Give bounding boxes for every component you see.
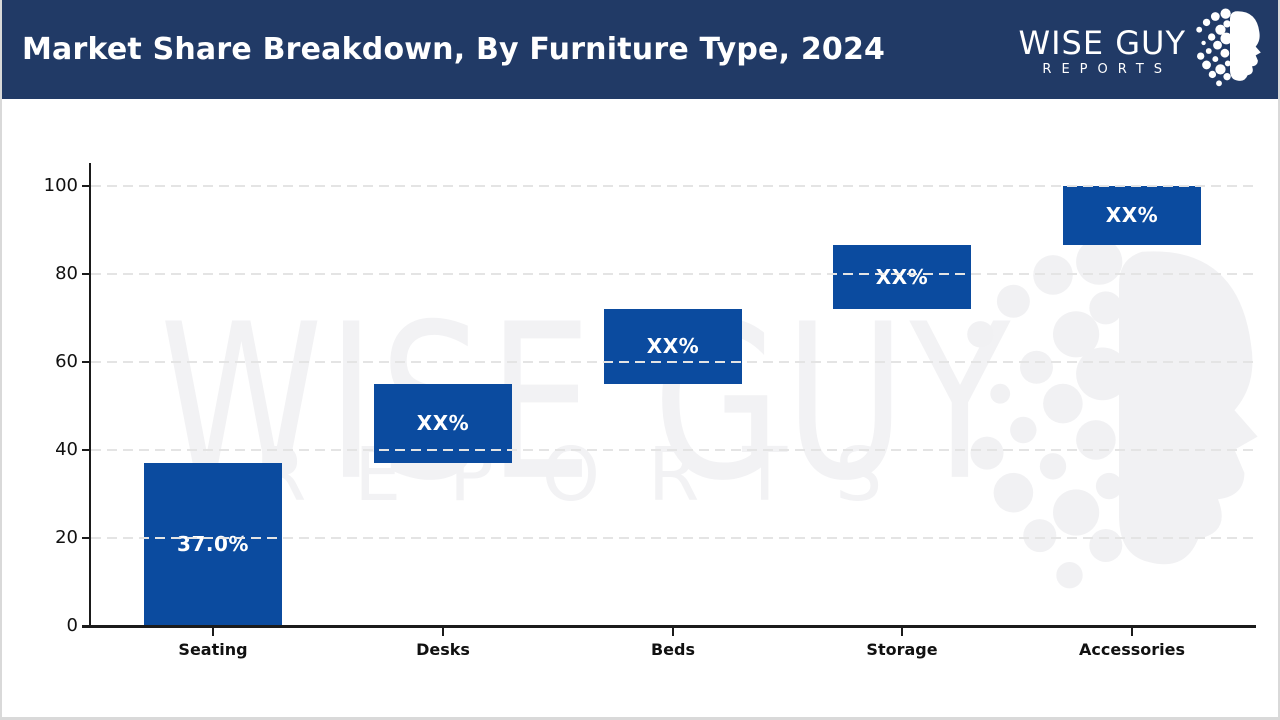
x-axis-line [82, 625, 1256, 628]
gridline-40 [91, 448, 1255, 451]
watermark-head-icon [954, 225, 1280, 635]
logo-wordmark: WISE GUY [1018, 23, 1186, 62]
watermark-subtitle: REPORTS [255, 432, 931, 518]
page-title: Market Share Breakdown, By Furniture Typ… [22, 32, 886, 67]
bar-value-label: XX% [1105, 203, 1159, 228]
watermark-wordmark: WISE GUY [159, 278, 1015, 528]
y-tick-label-0: 0 [66, 615, 78, 636]
logo-subtitle: REPORTS [1042, 61, 1173, 77]
bar-storage: XX% [833, 244, 971, 309]
gridline-20 [91, 536, 1255, 539]
y-tick-mark-0 [82, 625, 90, 627]
x-tick-mark-storage [901, 628, 903, 636]
y-tick-label-20: 20 [55, 526, 78, 548]
x-tick-label-seating: Seating [178, 640, 248, 659]
gridline-100 [91, 184, 1255, 187]
y-tick-mark-100 [82, 184, 90, 187]
x-tick-label-storage: Storage [866, 640, 938, 659]
bar-value-label: XX% [646, 334, 700, 359]
y-tick-label-100: 100 [43, 174, 78, 196]
x-tick-mark-accessories [1131, 628, 1133, 636]
x-tick-mark-beds [672, 628, 674, 636]
bar-value-label: XX% [416, 411, 470, 436]
y-tick-label-40: 40 [55, 438, 78, 460]
x-tick-mark-seating [212, 628, 214, 636]
x-tick-mark-desks [442, 628, 444, 636]
y-tick-label-80: 80 [55, 262, 78, 284]
y-tick-mark-80 [82, 272, 90, 275]
gridline-60 [91, 360, 1255, 363]
bar-accessories: XX% [1063, 185, 1201, 245]
wise-guy-logo: WISE GUY REPORTS [1018, 6, 1270, 96]
y-axis-line [89, 163, 91, 627]
x-tick-label-beds: Beds [650, 640, 696, 659]
bar-value-label: XX% [875, 264, 929, 289]
bar-desks: XX% [374, 383, 512, 463]
x-tick-label-accessories: Accessories [1079, 640, 1185, 659]
y-tick-label-60: 60 [55, 350, 78, 372]
y-tick-mark-60 [82, 360, 90, 363]
bar-beds: XX% [604, 308, 742, 384]
logo-text: WISE GUY REPORTS [1018, 26, 1186, 77]
header-band: Market Share Breakdown, By Furniture Typ… [2, 0, 1278, 99]
x-tick-label-desks: Desks [416, 640, 470, 659]
bar-value-label: 37.0% [177, 532, 249, 557]
bar-seating: 37.0% [144, 463, 282, 626]
gridline-80 [91, 272, 1255, 275]
y-tick-mark-20 [82, 536, 90, 539]
y-tick-mark-40 [82, 448, 90, 451]
